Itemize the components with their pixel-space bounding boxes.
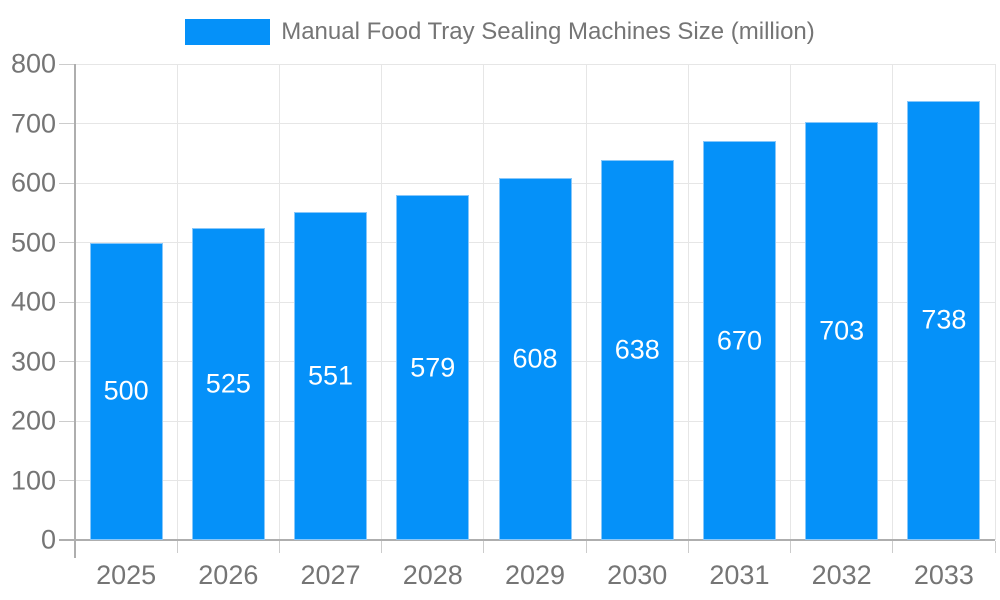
- y-axis-tick: [59, 420, 75, 422]
- v-gridline: [585, 64, 587, 540]
- bar-value-label: 670: [716, 325, 762, 356]
- v-gridline: [994, 64, 996, 540]
- bar: [805, 121, 879, 540]
- x-axis-tick: [994, 541, 996, 553]
- x-axis-tick: [687, 541, 689, 553]
- bar-value-label: 703: [819, 315, 865, 346]
- legend: Manual Food Tray Sealing Machines Size (…: [0, 17, 1000, 47]
- v-gridline: [687, 64, 689, 540]
- x-axis-tick: [790, 541, 792, 553]
- x-axis-tick-label: 2025: [96, 560, 157, 590]
- v-gridline: [483, 64, 485, 540]
- bar: [600, 160, 674, 540]
- x-axis-tick-label: 2029: [504, 560, 566, 590]
- bar-value-label: 500: [103, 375, 149, 406]
- y-axis-tick-label: 600: [10, 167, 56, 198]
- bar: [498, 178, 572, 540]
- y-axis-line: [73, 64, 76, 558]
- y-axis-tick-label: 400: [10, 286, 56, 317]
- y-axis-tick-label: 100: [10, 465, 56, 495]
- x-axis-tick-label: 2028: [402, 560, 463, 590]
- y-axis-tick-label: 800: [10, 48, 56, 79]
- y-axis-tick: [59, 123, 75, 124]
- y-axis-tick: [59, 301, 75, 303]
- x-axis-tick: [585, 541, 587, 553]
- x-axis-tick: [176, 541, 178, 553]
- x-axis-tick: [892, 541, 894, 553]
- bar: [191, 227, 265, 540]
- y-axis-tick-label: 200: [10, 405, 56, 436]
- y-axis-tick: [59, 361, 75, 362]
- bar: [396, 195, 470, 540]
- bar-value-label: 738: [921, 304, 967, 335]
- bar-value-label: 579: [410, 352, 456, 383]
- y-axis-tick: [59, 242, 75, 243]
- bar: [702, 141, 776, 540]
- x-axis-tick-label: 2026: [198, 560, 259, 590]
- y-axis-tick: [59, 63, 75, 65]
- x-axis-tick: [278, 541, 280, 553]
- h-gridline: [75, 123, 995, 124]
- x-axis-line: [59, 539, 995, 541]
- v-gridline: [381, 64, 383, 540]
- x-axis-tick-label: 2027: [300, 560, 361, 590]
- y-axis-tick: [59, 182, 75, 184]
- x-axis-tick-label: 2031: [709, 560, 770, 590]
- y-axis-tick: [59, 480, 75, 481]
- y-axis-tick-label: 300: [10, 346, 56, 376]
- v-gridline: [892, 64, 894, 540]
- x-axis-tick-label: 2033: [913, 560, 974, 590]
- bar: [907, 100, 981, 540]
- bar: [294, 212, 368, 540]
- v-gridline: [790, 64, 792, 540]
- y-axis-tick-label: 700: [10, 108, 56, 138]
- bar-value-label: 551: [308, 360, 354, 391]
- y-axis-tick-label: 0: [40, 524, 56, 555]
- bar: [89, 242, 163, 540]
- bar-value-label: 525: [205, 368, 251, 399]
- x-axis-tick: [483, 541, 485, 553]
- bar-value-label: 638: [614, 334, 660, 365]
- h-gridline: [75, 63, 995, 65]
- legend-swatch: [185, 19, 271, 45]
- y-axis-tick-label: 500: [10, 227, 56, 257]
- chart-title: Manual Food Tray Sealing Machines Size (…: [281, 18, 815, 45]
- x-axis-tick-label: 2030: [607, 560, 668, 590]
- v-gridline: [176, 64, 178, 540]
- v-gridline: [278, 64, 280, 540]
- x-axis-tick: [381, 541, 383, 553]
- x-axis-tick-label: 2032: [811, 560, 872, 590]
- bar-value-label: 608: [512, 343, 558, 374]
